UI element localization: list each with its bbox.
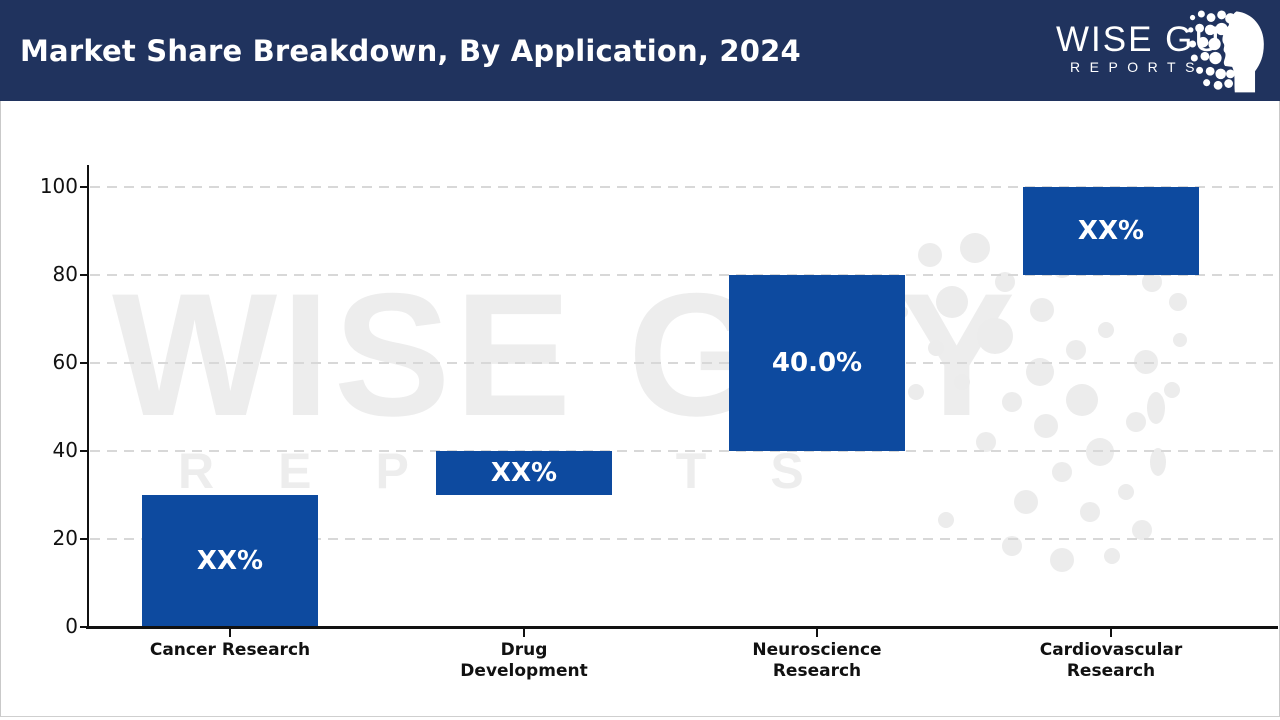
logo-subtext: REPORTS bbox=[1070, 59, 1204, 75]
x-category-label: Drug Development bbox=[460, 640, 588, 682]
y-tick-label: 0 bbox=[65, 614, 78, 638]
x-axis-line bbox=[86, 626, 1278, 629]
x-tick-mark bbox=[229, 629, 231, 637]
y-tick-label: 100 bbox=[39, 173, 78, 198]
y-tick-mark bbox=[80, 273, 88, 276]
y-tick-label: 60 bbox=[52, 349, 78, 374]
gridline-y-100 bbox=[90, 185, 1277, 188]
y-tick-mark bbox=[80, 185, 88, 188]
x-tick-mark bbox=[523, 629, 525, 637]
x-category-label: Cardiovascular Research bbox=[1039, 640, 1183, 682]
wise-guy-logo: WISE GUY REPORTS bbox=[1020, 0, 1270, 101]
gridline-y-80 bbox=[90, 273, 1277, 276]
page-title: Market Share Breakdown, By Application, … bbox=[20, 33, 801, 68]
gridline-y-20 bbox=[90, 537, 1277, 540]
bar-neuroscience-research: 40.0% bbox=[729, 274, 905, 451]
bar-cardiovascular-research: XX% bbox=[1023, 186, 1199, 275]
y-tick-label: 20 bbox=[52, 525, 78, 550]
y-tick-label: 80 bbox=[52, 261, 78, 286]
bar-value-label: XX% bbox=[196, 545, 264, 576]
x-category-label: Cancer Research bbox=[149, 640, 311, 660]
logo-head-icon bbox=[1188, 10, 1264, 93]
header-band: Market Share Breakdown, By Application, … bbox=[0, 0, 1280, 101]
gridline-y-60 bbox=[90, 361, 1277, 364]
y-tick-mark bbox=[80, 449, 88, 452]
bar-value-label: 40.0% bbox=[771, 347, 863, 378]
bar-cancer-research: XX% bbox=[142, 494, 318, 627]
bar-value-label: XX% bbox=[1077, 215, 1145, 246]
y-tick-mark bbox=[80, 361, 88, 364]
bar-drug-development: XX% bbox=[436, 450, 612, 495]
y-axis-line bbox=[87, 165, 89, 629]
x-category-label: Neuroscience Research bbox=[752, 640, 882, 682]
gridline-y-40 bbox=[90, 449, 1277, 452]
x-tick-mark bbox=[816, 629, 818, 637]
bar-value-label: XX% bbox=[490, 457, 558, 488]
y-tick-mark bbox=[80, 537, 88, 540]
y-tick-label: 40 bbox=[52, 437, 78, 462]
x-tick-mark bbox=[1110, 629, 1112, 637]
y-tick-mark bbox=[80, 626, 88, 628]
